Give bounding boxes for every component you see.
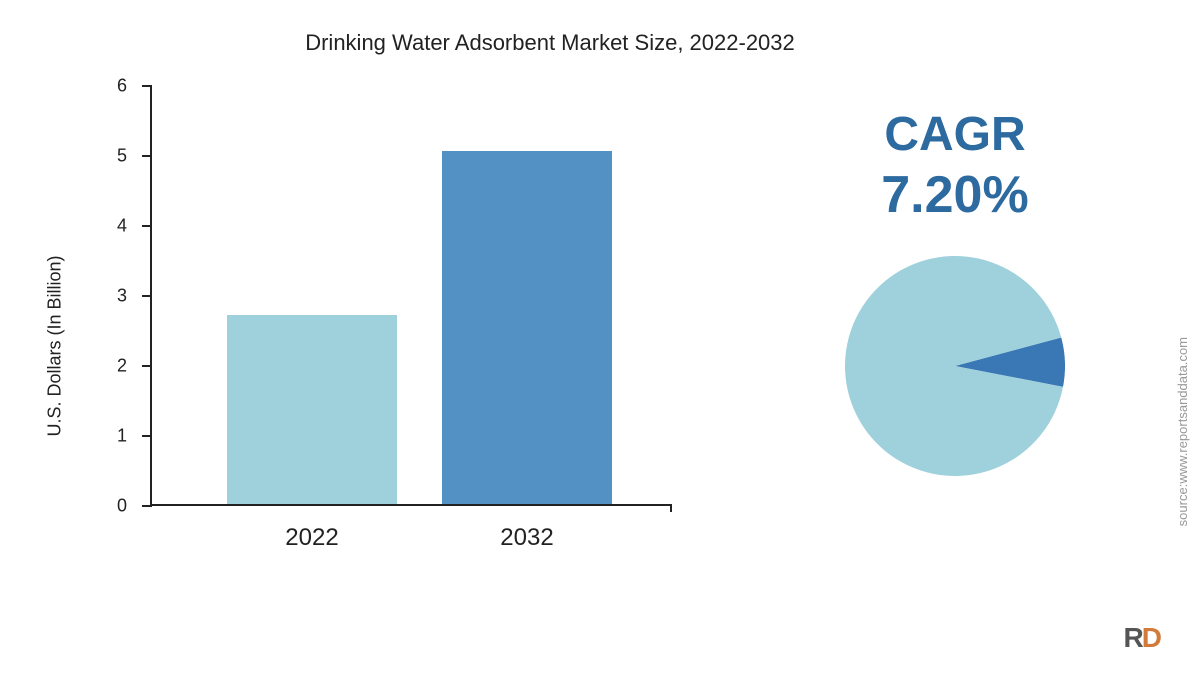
- y-tick-label: 1: [117, 426, 127, 447]
- cagr-area: CAGR 7.20%: [750, 86, 1160, 606]
- y-tick-label: 3: [117, 286, 127, 307]
- chart-container: Drinking Water Adsorbent Market Size, 20…: [0, 0, 1200, 674]
- main-area: U.S. Dollars (In Billion) 01234562022203…: [40, 86, 1160, 606]
- logo-letter-r: R: [1124, 622, 1142, 653]
- source-attribution: source:www.reportsanddata.com: [1175, 337, 1190, 526]
- y-tick: [142, 225, 152, 227]
- bar-chart: U.S. Dollars (In Billion) 01234562022203…: [110, 86, 690, 606]
- pie-chart: [845, 256, 1065, 476]
- cagr-value: 7.20%: [881, 164, 1028, 226]
- y-tick: [142, 435, 152, 437]
- y-tick: [142, 505, 152, 507]
- x-tick-label: 2032: [500, 524, 553, 552]
- cagr-label: CAGR: [884, 106, 1025, 164]
- y-tick-label: 0: [117, 496, 127, 517]
- y-tick: [142, 155, 152, 157]
- y-tick-label: 5: [117, 146, 127, 167]
- logo: RD: [1124, 622, 1160, 654]
- x-tick-label: 2022: [285, 524, 338, 552]
- bar-2022: [227, 315, 397, 504]
- y-tick: [142, 365, 152, 367]
- chart-title: Drinking Water Adsorbent Market Size, 20…: [0, 30, 1160, 56]
- y-tick-label: 2: [117, 356, 127, 377]
- x-axis-end-tick: [670, 504, 672, 512]
- y-axis-label: U.S. Dollars (In Billion): [45, 255, 66, 436]
- plot-area: 012345620222032: [150, 86, 670, 506]
- y-tick: [142, 85, 152, 87]
- logo-letter-d: D: [1142, 622, 1160, 653]
- bar-2032: [442, 151, 612, 505]
- y-tick-label: 4: [117, 216, 127, 237]
- y-tick-label: 6: [117, 76, 127, 97]
- y-tick: [142, 295, 152, 297]
